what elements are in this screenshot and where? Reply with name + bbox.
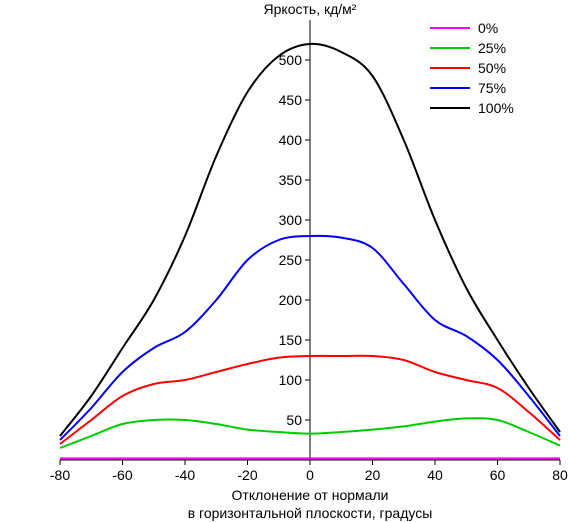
- chart-svg: -80 -60 -40 -20 0 20 40 60 80 50 100 150 200 250 300 35…: [0, 0, 568, 522]
- x-axis-title-line1: Отклонение от нормали: [232, 487, 389, 503]
- y-tick-label: 350: [279, 172, 303, 188]
- y-tick-label: 300: [279, 212, 303, 228]
- legend-label: 0%: [478, 20, 498, 36]
- x-tick-label: 80: [552, 467, 568, 483]
- x-tick-label: 60: [490, 467, 506, 483]
- x-tick-label: -40: [175, 467, 195, 483]
- legend-label: 75%: [478, 80, 506, 96]
- y-tick-label: 200: [279, 292, 303, 308]
- y-axis-title: Яркость, кд/м²: [264, 1, 357, 17]
- legend-label: 50%: [478, 60, 506, 76]
- y-tick-label: 150: [279, 332, 303, 348]
- y-tick-label: 100: [279, 372, 303, 388]
- y-tick-label: 450: [279, 92, 303, 108]
- y-tick-label: 400: [279, 132, 303, 148]
- legend-label: 100%: [478, 100, 514, 116]
- x-tick-label: -80: [50, 467, 70, 483]
- legend-label: 25%: [478, 40, 506, 56]
- x-tick-label: -20: [237, 467, 257, 483]
- brightness-angle-chart: -80 -60 -40 -20 0 20 40 60 80 50 100 150 200 250 300 35…: [0, 0, 568, 522]
- y-tick-label: 250: [279, 252, 303, 268]
- x-tick-label: 0: [306, 467, 314, 483]
- y-tick-label: 50: [286, 412, 302, 428]
- x-axis-title-line2: в горизонтальной плоскости, градусы: [188, 505, 433, 521]
- x-tick-label: 20: [365, 467, 381, 483]
- x-tick-label: -60: [112, 467, 132, 483]
- x-tick-label: 40: [427, 467, 443, 483]
